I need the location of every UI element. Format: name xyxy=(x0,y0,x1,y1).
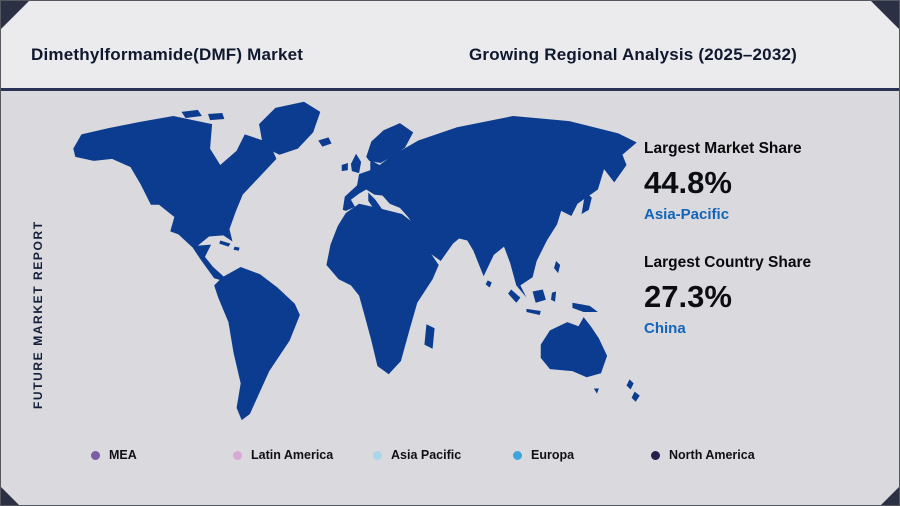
new-zealand-north-island xyxy=(626,379,634,390)
legend-label: Latin America xyxy=(251,448,334,462)
stat-value: 44.8% xyxy=(644,165,732,200)
new-guinea-island xyxy=(572,302,598,312)
legend-label: MEA xyxy=(109,448,137,462)
brand-vertical-text: FUTURE MARKET REPORT xyxy=(31,220,45,409)
legend-label: Europa xyxy=(531,448,575,462)
stat-largest-country-share: Largest Country Share 27.3% China xyxy=(644,254,889,337)
stat-region: China xyxy=(644,320,686,337)
uk-island xyxy=(350,153,362,174)
legend-dot-latin-america xyxy=(233,450,242,460)
italy-peninsula xyxy=(368,192,383,213)
page-title: Dimethylformamide(DMF) Market xyxy=(31,45,304,64)
eurasia-landmass xyxy=(342,116,637,298)
stats-panel: Largest Market Share 44.8% Asia-Pacific … xyxy=(644,140,889,368)
corner-decoration-top-right xyxy=(871,1,899,29)
borneo-island xyxy=(532,289,546,303)
ireland-island xyxy=(341,162,348,172)
page-subtitle: Growing Regional Analysis (2025–2032) xyxy=(469,45,798,64)
legend-label: North America xyxy=(669,448,755,462)
world-map-svg xyxy=(73,101,640,421)
arctic-islands xyxy=(181,109,202,119)
java-island xyxy=(526,308,541,316)
legend-item-north-america: North America xyxy=(651,448,755,462)
hispaniola-island xyxy=(233,246,240,251)
madagascar-island xyxy=(424,324,435,349)
cuba-island xyxy=(219,240,231,247)
australia-landmass xyxy=(540,317,608,378)
legend-dot-mea xyxy=(91,450,100,460)
south-america-landmass xyxy=(214,267,300,421)
iceland-island xyxy=(318,137,332,147)
legend-item-europa: Europa xyxy=(513,448,574,462)
japan-islands xyxy=(581,192,592,214)
africa-landmass xyxy=(326,203,439,375)
sulawesi-island xyxy=(550,291,557,302)
arctic-islands-2 xyxy=(208,112,225,121)
new-zealand-south-island xyxy=(631,391,640,402)
corner-decoration-bottom-right xyxy=(881,487,899,505)
world-map-landmass xyxy=(73,101,640,421)
legend-dot-north-america xyxy=(651,450,660,460)
tasmania-island xyxy=(593,388,599,394)
legend-dot-asia-pacific xyxy=(373,450,382,460)
legend-label: Asia Pacific xyxy=(391,448,462,462)
legend-item-latin-america: Latin America xyxy=(233,448,333,462)
stat-value: 27.3% xyxy=(644,279,732,314)
stat-region: Asia-Pacific xyxy=(644,206,730,223)
legend-item-asia-pacific: Asia Pacific xyxy=(373,448,461,462)
corner-decoration-bottom-left xyxy=(1,487,19,505)
scandinavia-landmass xyxy=(366,123,414,163)
stat-largest-market-share: Largest Market Share 44.8% Asia-Pacific xyxy=(644,140,889,223)
corner-decoration-top-left xyxy=(1,1,29,29)
legend-dot-europa xyxy=(513,450,522,460)
sumatra-island xyxy=(508,289,521,303)
legend: MEA Latin America Asia Pacific Europa No… xyxy=(1,448,899,468)
header-band: Dimethylformamide(DMF) Market Growing Re… xyxy=(1,1,899,91)
north-america-landmass xyxy=(73,116,277,283)
sri-lanka-island xyxy=(485,280,492,288)
philippines-islands xyxy=(554,260,561,274)
stat-label: Largest Country Share xyxy=(644,254,812,271)
legend-item-mea: MEA xyxy=(91,448,137,462)
greenland-landmass xyxy=(259,101,321,155)
stat-label: Largest Market Share xyxy=(644,140,802,157)
world-map xyxy=(59,95,651,433)
